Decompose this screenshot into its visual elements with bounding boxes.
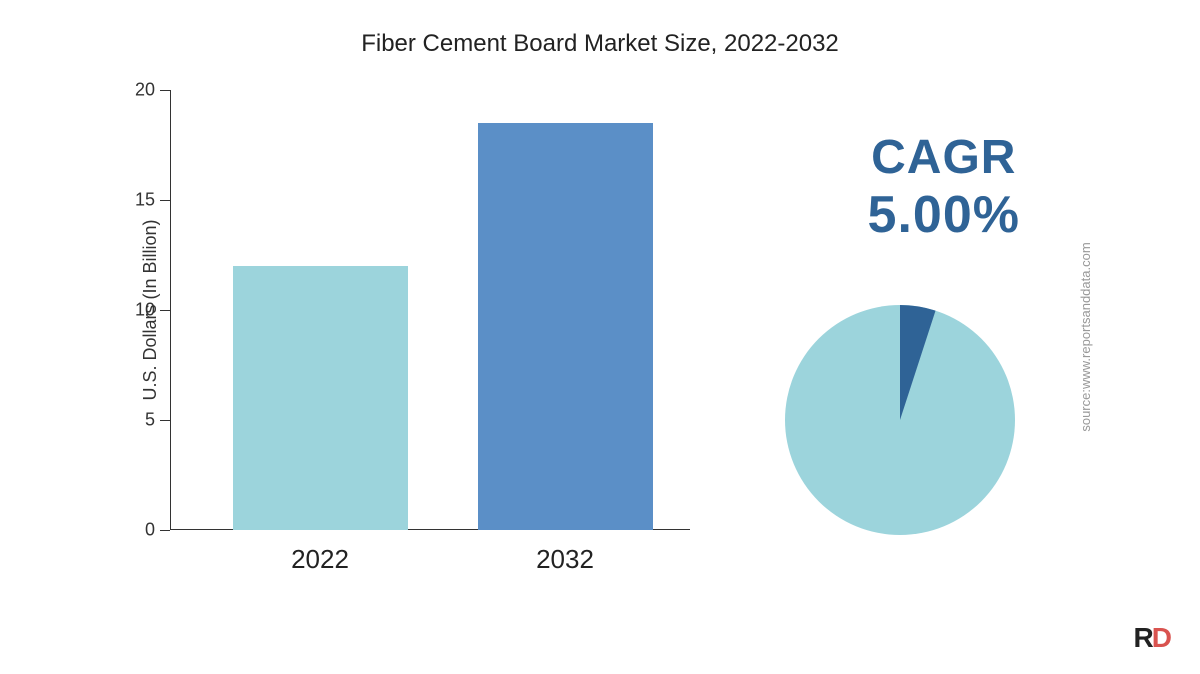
y-tick-label: 0 <box>120 520 155 541</box>
y-tick <box>160 310 170 311</box>
y-axis-line <box>170 90 171 530</box>
x-tick-label: 2032 <box>536 544 594 575</box>
y-tick <box>160 90 170 91</box>
y-tick <box>160 530 170 531</box>
cagr-label: CAGR <box>868 130 1020 185</box>
pie-chart <box>785 305 1015 535</box>
chart-title: Fiber Cement Board Market Size, 2022-203… <box>0 30 1200 58</box>
source-attribution: source:www.reportsanddata.com <box>1078 242 1093 431</box>
pie-svg <box>785 305 1015 535</box>
bar-2032 <box>478 123 653 530</box>
brand-logo: RD <box>1134 622 1170 654</box>
y-tick-label: 5 <box>120 410 155 431</box>
logo-letter-r: R <box>1134 622 1152 653</box>
y-tick <box>160 200 170 201</box>
y-tick-label: 20 <box>120 80 155 101</box>
bar-chart-area: U.S. Dollars (In Billion) 05101520202220… <box>130 90 690 530</box>
cagr-value: 5.00% <box>868 185 1020 245</box>
cagr-block: CAGR 5.00% <box>868 130 1020 245</box>
plot-region: 0510152020222032 <box>170 90 690 530</box>
logo-letter-d: D <box>1152 622 1170 653</box>
y-tick-label: 15 <box>120 190 155 211</box>
chart-container: Fiber Cement Board Market Size, 2022-203… <box>0 0 1200 674</box>
y-tick-label: 10 <box>120 300 155 321</box>
y-tick <box>160 420 170 421</box>
bar-2022 <box>233 266 408 530</box>
x-tick-label: 2022 <box>291 544 349 575</box>
